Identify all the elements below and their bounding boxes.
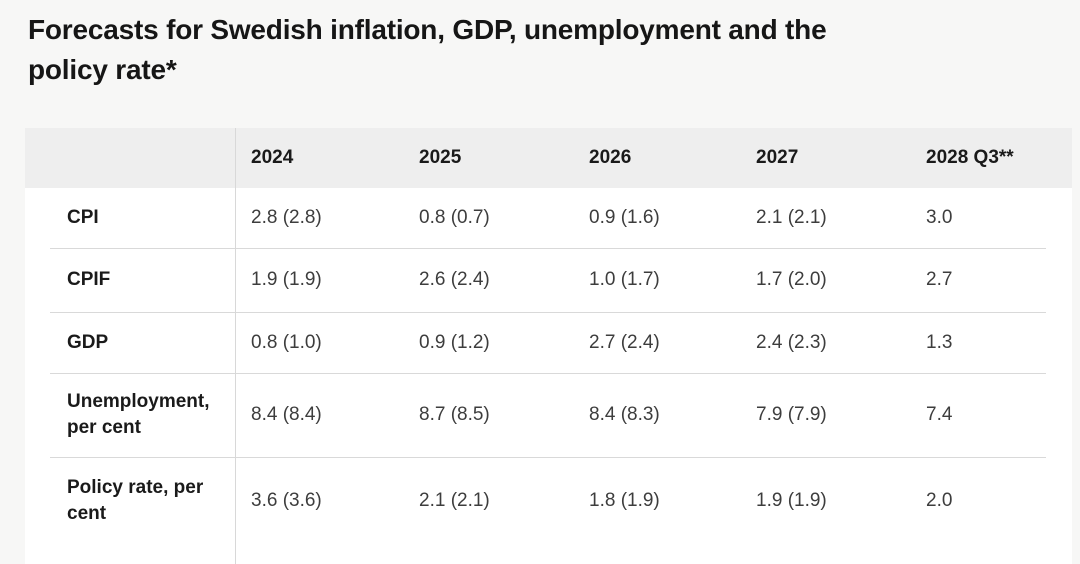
table-row: Unemployment, per cent 8.4 (8.4) 8.7 (8.5… xyxy=(25,373,1072,457)
value-cell: 8.4 (8.3) xyxy=(589,404,660,425)
value-cell: 1.9 (1.9) xyxy=(251,269,322,290)
value-cell: 2.8 (2.8) xyxy=(251,207,322,228)
value-cell: 2.7 xyxy=(926,269,953,290)
row-label: CPI xyxy=(67,207,99,228)
table-body: CPI 2.8 (2.8) 0.8 (0.7) 0.9 (1.6) 2.1 (2.1)… xyxy=(25,188,1072,545)
value-cell: 0.9 (1.6) xyxy=(589,207,660,228)
value-cell: 2.4 (2.3) xyxy=(756,331,827,353)
value-cell: 3.0 xyxy=(926,207,953,228)
value-cell: 2.6 (2.4) xyxy=(419,269,490,290)
page-title-line1: Forecasts for Swedish inflation, GDP, un… xyxy=(28,14,827,45)
row-label: CPIF xyxy=(67,269,111,290)
value-cell: 8.7 (8.5) xyxy=(419,404,490,425)
value-cell: 2.7 (2.4) xyxy=(589,331,660,353)
header-cell-2027: 2027 xyxy=(756,147,799,168)
header-cell-2025: 2025 xyxy=(419,147,462,168)
value-cell: 1.3 xyxy=(926,331,953,353)
value-cell: 7.9 (7.9) xyxy=(756,404,827,425)
row-label: Unemployment, per cent xyxy=(67,391,210,438)
value-cell: 0.9 (1.2) xyxy=(419,331,490,353)
column-divider-line xyxy=(235,128,236,564)
table-row: CPIF 1.9 (1.9) 2.6 (2.4) 1.0 (1.7) 1.7 (2.0… xyxy=(25,248,1072,312)
page-title-line2: policy rate* xyxy=(28,54,177,85)
table-row: Policy rate, per cent 3.6 (3.6) 2.1 (2.1)… xyxy=(25,457,1072,545)
header-cell-2028-q3: 2028 Q3** xyxy=(926,147,1014,168)
header-cell-2024: 2024 xyxy=(251,147,294,168)
value-cell: 3.6 (3.6) xyxy=(251,490,322,511)
row-label: Policy rate, per cent xyxy=(67,477,204,524)
value-cell: 2.0 xyxy=(926,490,953,511)
value-cell: 0.8 (1.0) xyxy=(251,331,322,353)
value-cell: 7.4 xyxy=(926,404,953,425)
page-title: Forecasts for Swedish inflation, GDP, un… xyxy=(28,10,1018,90)
forecast-table: 2024 2025 2026 2027 2028 Q3** CPI 2.8 (2… xyxy=(25,128,1072,564)
value-cell: 1.8 (1.9) xyxy=(589,490,660,511)
table-row: GDP 0.8 (1.0) 0.9 (1.2) 2.7 (2.4) 2.4 (2.3)… xyxy=(25,312,1072,373)
value-cell: 1.0 (1.7) xyxy=(589,269,660,290)
table-row: CPI 2.8 (2.8) 0.8 (0.7) 0.9 (1.6) 2.1 (2.1)… xyxy=(25,188,1072,248)
value-cell: 2.1 (2.1) xyxy=(419,490,490,511)
value-cell: 8.4 (8.4) xyxy=(251,404,322,425)
table-header-row: 2024 2025 2026 2027 2028 Q3** xyxy=(25,128,1072,188)
value-cell: 1.9 (1.9) xyxy=(756,490,827,511)
value-cell: 0.8 (0.7) xyxy=(419,207,490,228)
value-cell: 2.1 (2.1) xyxy=(756,207,827,228)
value-cell: 1.7 (2.0) xyxy=(756,269,827,290)
header-cell-2026: 2026 xyxy=(589,147,632,168)
row-label: GDP xyxy=(67,331,109,353)
